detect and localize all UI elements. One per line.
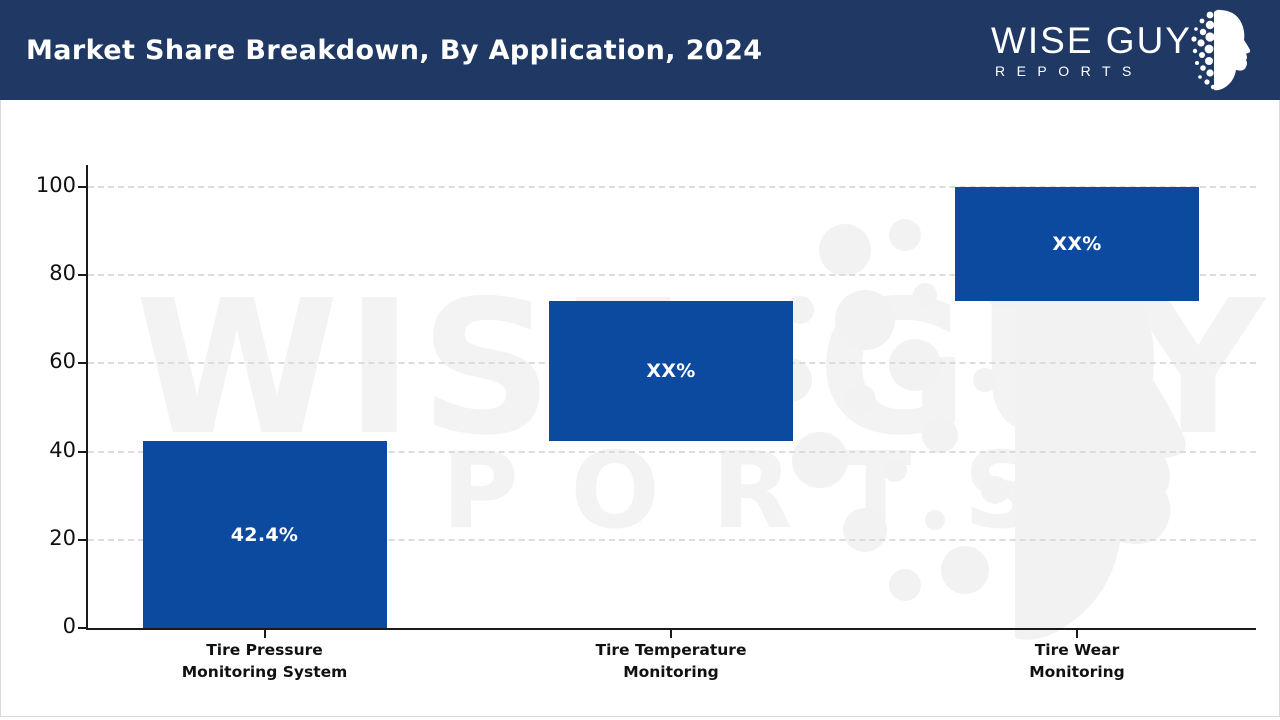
logo-wordmark: WISE GUY REPORTS xyxy=(991,22,1192,79)
gridline xyxy=(88,450,1256,453)
x-axis-tick-mark xyxy=(670,630,672,638)
y-axis-tick-mark xyxy=(78,538,87,541)
y-axis-tick-label: 0 xyxy=(62,614,76,638)
x-axis-line xyxy=(86,628,1256,630)
logo-wordmark-line1: WISE GUY xyxy=(990,19,1192,61)
y-axis-tick-label: 100 xyxy=(35,173,76,197)
x-axis-category-label: Tire Temperature Monitoring xyxy=(511,640,831,683)
x-axis-category-label-line: Tire Temperature xyxy=(595,641,747,659)
chart-area: WISE GUY REPORTS 0 20 40 60 80 100 42.4% XX% XX%… xyxy=(0,100,1280,720)
y-axis-line xyxy=(86,165,88,630)
x-axis-category-label-line: Monitoring xyxy=(623,662,719,681)
bar-value-label: XX% xyxy=(1052,232,1102,255)
x-axis-category-label-line: Monitoring xyxy=(1029,662,1125,681)
gridline xyxy=(88,274,1256,277)
y-axis-tick-label: 80 xyxy=(49,261,76,286)
bar-segment: 42.4% xyxy=(142,441,387,628)
frame-border-left xyxy=(0,100,1,716)
y-axis-tick-label: 20 xyxy=(49,525,76,550)
x-axis-category-label: Tire Pressure Monitoring System xyxy=(105,640,425,683)
brand-logo: WISE GUY REPORTS xyxy=(991,5,1254,95)
y-axis-tick-mark xyxy=(78,450,87,453)
y-axis-tick-mark xyxy=(78,274,87,277)
x-axis-tick-mark xyxy=(1076,630,1078,638)
gridline xyxy=(88,538,1256,541)
y-axis-tick-label: 60 xyxy=(49,349,76,374)
gridline xyxy=(88,186,1256,188)
bar-value-label: XX% xyxy=(646,359,696,382)
x-axis-category-label-line: Tire Pressure xyxy=(206,641,323,659)
x-axis-tick-mark xyxy=(263,630,266,638)
page-title: Market Share Breakdown, By Application, … xyxy=(26,34,763,66)
bar-segment: XX% xyxy=(549,300,793,441)
y-axis-tick-mark xyxy=(78,186,87,188)
x-axis-category-label-line: Tire Wear xyxy=(1034,641,1120,659)
frame-border-bottom xyxy=(0,716,1280,717)
header-bar: Market Share Breakdown, By Application, … xyxy=(0,0,1280,100)
logo-wordmark-line2: REPORTS xyxy=(994,62,1143,79)
bar-value-label: 42.4% xyxy=(230,523,299,546)
y-axis-tick-mark xyxy=(78,362,87,365)
x-axis-category-label-line: Monitoring System xyxy=(181,662,348,681)
y-axis-tick-label: 40 xyxy=(49,437,76,462)
y-axis-tick-mark xyxy=(78,627,87,629)
bar-segment: XX% xyxy=(955,187,1199,301)
logo-face-icon xyxy=(1191,9,1251,91)
x-axis-category-label: Tire Wear Monitoring xyxy=(917,640,1237,683)
